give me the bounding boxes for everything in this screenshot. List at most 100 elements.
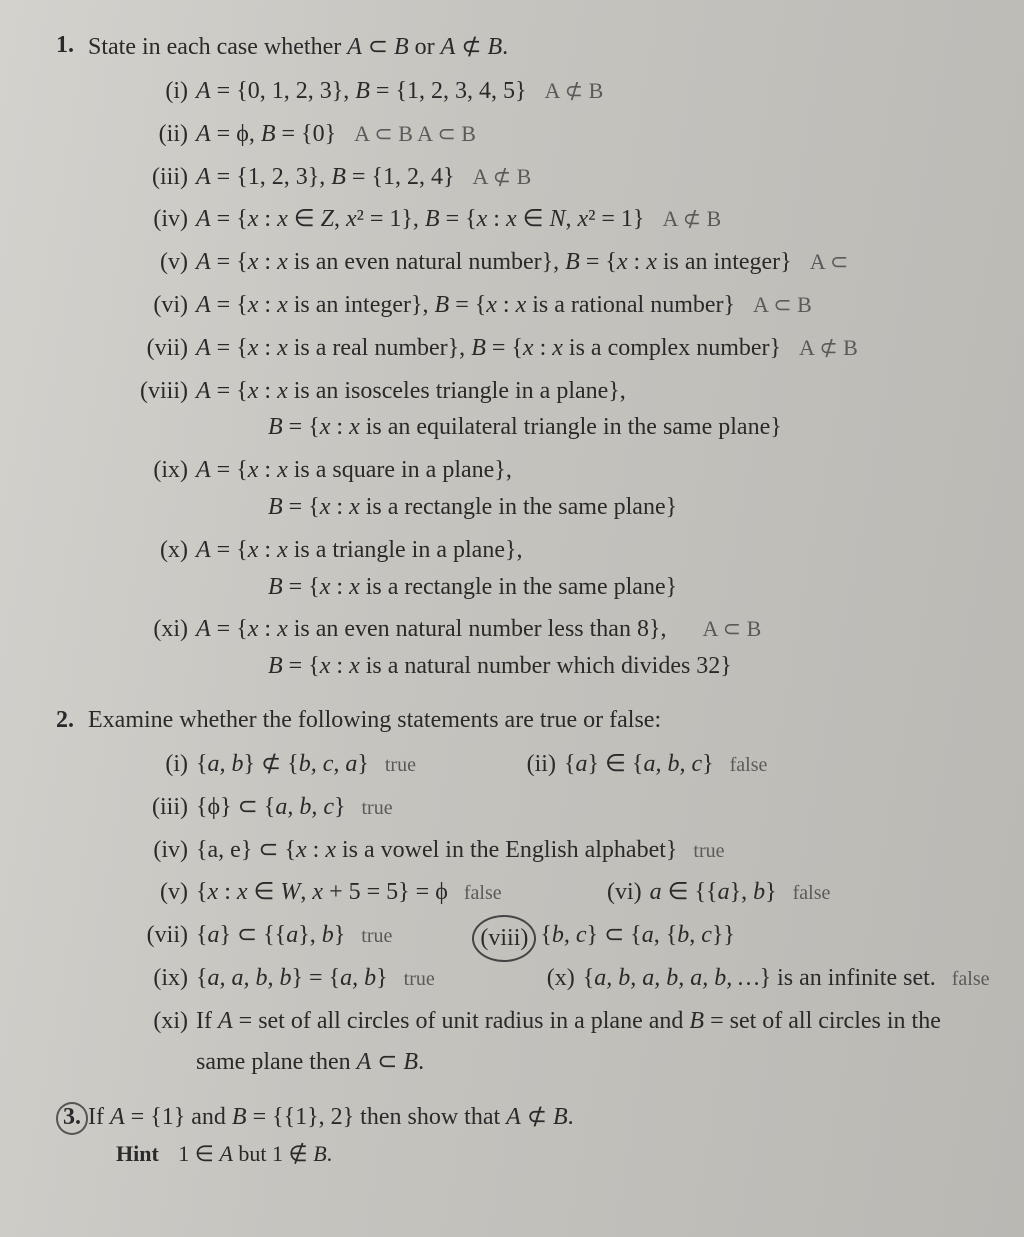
item-body: A = {x : x is a square in a plane},: [196, 457, 512, 483]
item-number: (vii): [128, 328, 188, 369]
q1-ii: (ii) A = ϕ, B = {0} A ⊂ B A ⊂ B: [128, 114, 984, 155]
item-body: {b, c} ⊂ {a, {b, c}}: [540, 922, 735, 948]
handwritten-note: A ⊂ B: [753, 292, 812, 317]
item-number: (ii): [128, 114, 188, 155]
q2-number: 2.: [56, 707, 84, 734]
handwritten-note: A ⊂ B: [702, 616, 761, 641]
item-number: (xi): [128, 609, 188, 650]
handwritten-note: A ⊂ B A ⊂ B: [354, 121, 476, 146]
q2-ii: (ii) {a} ∈ {a, b, c} false: [496, 744, 767, 785]
q3-text: If A = {1} and B = {{1}, 2} then show th…: [88, 1104, 574, 1130]
item-number: (v): [128, 242, 188, 283]
item-body: A = {x : x is a real number}, B = {x : x…: [196, 335, 781, 361]
handwritten-note: true: [693, 840, 724, 862]
item-body: {a, b} ⊄ {b, c, a}: [196, 751, 369, 777]
hint-label: Hint: [116, 1141, 159, 1166]
q3-hint: Hint 1 ∈ A but 1 ∉ B.: [116, 1141, 984, 1167]
q2-items: (i) {a, b} ⊄ {b, c, a} true (ii) {a} ∈ {…: [128, 744, 984, 1082]
item-number: (x): [515, 958, 575, 999]
q2-vi: (vi) a ∈ {{a}, b} false: [582, 872, 831, 913]
item-number: (i): [128, 71, 188, 112]
q2-ix: (ix) {a, a, b, b} = {a, b} true: [128, 958, 435, 999]
item-number: (x): [128, 530, 188, 571]
item-number: (viii): [472, 915, 532, 962]
q2-iv: (iv) {a, e} ⊂ {x : x is a vowel in the E…: [128, 830, 984, 871]
handwritten-note: false: [952, 968, 990, 990]
q1-v: (v) A = {x : x is an even natural number…: [128, 242, 984, 283]
hint-text: 1 ∈ A but 1 ∉ B.: [178, 1141, 332, 1166]
item-number: (iv): [128, 830, 188, 871]
q1-iii: (iii) A = {1, 2, 3}, B = {1, 2, 4} A ⊄ B: [128, 157, 984, 198]
item-body: A = {x : x ∈ Z, x² = 1}, B = {x : x ∈ N,…: [196, 206, 644, 232]
item-body: If A = set of all circles of unit radius…: [196, 1008, 941, 1075]
q2-viii: (viii) {b, c} ⊂ {a, {b, c}}: [472, 915, 735, 956]
item-number: (iii): [128, 787, 188, 828]
item-number: (vi): [582, 872, 642, 913]
handwritten-note: true: [362, 797, 393, 819]
q2-text: Examine whether the following statements…: [88, 707, 661, 733]
item-number: (iii): [128, 157, 188, 198]
q1-items: (i) A = {0, 1, 2, 3}, B = {1, 2, 3, 4, 5…: [128, 71, 984, 687]
q1-viii: (viii) A = {x : x is an isosceles triang…: [128, 371, 984, 412]
item-number: (ix): [128, 958, 188, 999]
handwritten-note: false: [464, 882, 502, 904]
item-number: (vi): [128, 285, 188, 326]
q1-vi: (vi) A = {x : x is an integer}, B = {x :…: [128, 285, 984, 326]
item-body: A = {x : x is a triangle in a plane},: [196, 537, 523, 563]
item-body: {ϕ} ⊂ {a, b, c}: [196, 794, 346, 820]
q1-x: (x) A = {x : x is a triangle in a plane}…: [128, 530, 984, 571]
item-number: (i): [128, 744, 188, 785]
item-number: (iv): [128, 199, 188, 240]
q1-xi-cont: B = {x : x is a natural number which div…: [200, 646, 984, 687]
item-body: A = {1, 2, 3}, B = {1, 2, 4}: [196, 164, 455, 190]
q2-i: (i) {a, b} ⊄ {b, c, a} true: [128, 744, 416, 785]
q1-ix: (ix) A = {x : x is a square in a plane},: [128, 450, 984, 491]
item-number: (ii): [496, 744, 556, 785]
handwritten-note: true: [404, 968, 435, 990]
item-body: a ∈ {{a}, b}: [650, 879, 777, 905]
q1-x-cont: B = {x : x is a rectangle in the same pl…: [200, 567, 984, 608]
item-body: A = {x : x is an isosceles triangle in a…: [196, 378, 626, 404]
page: 1. State in each case whether A ⊂ B or A…: [0, 0, 1024, 1237]
handwritten-note: true: [385, 754, 416, 776]
q1-vii: (vii) A = {x : x is a real number}, B = …: [128, 328, 984, 369]
question-3: 3. If A = {1} and B = {{1}, 2} then show…: [56, 1102, 984, 1166]
handwritten-note: A ⊄ B: [662, 206, 721, 231]
q1-viii-cont: B = {x : x is an equilateral triangle in…: [200, 407, 984, 448]
item-body: {a, b, a, b, a, b, …} is an infinite set…: [583, 965, 936, 991]
handwritten-note: false: [793, 882, 831, 904]
handwritten-note: A ⊄ B: [473, 164, 532, 189]
item-body: {a, a, b, b} = {a, b}: [196, 965, 388, 991]
q1-xi: (xi) A = {x : x is an even natural numbe…: [128, 609, 984, 650]
handwritten-note: A ⊄ B: [799, 335, 858, 360]
item-number: (ix): [128, 450, 188, 491]
q1-i: (i) A = {0, 1, 2, 3}, B = {1, 2, 3, 4, 5…: [128, 71, 984, 112]
q2-iii: (iii) {ϕ} ⊂ {a, b, c} true: [128, 787, 984, 828]
item-body: A = ϕ, B = {0}: [196, 121, 336, 147]
item-body: {a, e} ⊂ {x : x is a vowel in the Englis…: [196, 837, 677, 863]
item-body: A = {x : x is an even natural number les…: [196, 616, 666, 642]
item-body: {a} ∈ {a, b, c}: [564, 751, 714, 777]
item-number: (viii): [128, 371, 188, 412]
item-number: (xi): [128, 1001, 188, 1042]
handwritten-note: true: [361, 925, 392, 947]
q1-iv: (iv) A = {x : x ∈ Z, x² = 1}, B = {x : x…: [128, 199, 984, 240]
item-body: A = {x : x is an even natural number}, B…: [196, 249, 792, 275]
question-1: 1. State in each case whether A ⊂ B or A…: [56, 32, 984, 687]
item-body: {x : x ∈ W, x + 5 = 5} = ϕ: [196, 879, 448, 905]
item-number: (vii): [128, 915, 188, 956]
handwritten-note: A ⊂: [810, 249, 849, 274]
q2-xi: (xi) If A = set of all circles of unit r…: [128, 1001, 984, 1083]
item-body: A = {0, 1, 2, 3}, B = {1, 2, 3, 4, 5}: [196, 78, 527, 104]
q2-x: (x) {a, b, a, b, a, b, …} is an infinite…: [515, 958, 990, 999]
item-number: (v): [128, 872, 188, 913]
item-body: A = {x : x is an integer}, B = {x : x is…: [196, 292, 735, 318]
question-2: 2. Examine whether the following stateme…: [56, 707, 984, 1082]
q1-text: State in each case whether A ⊂ B or A ⊄ …: [88, 34, 508, 60]
item-body: {a} ⊂ {{a}, b}: [196, 922, 345, 948]
handwritten-note: A ⊄ B: [545, 78, 604, 103]
handwritten-note: false: [730, 754, 768, 776]
q1-ix-cont: B = {x : x is a rectangle in the same pl…: [200, 487, 984, 528]
q2-vii: (vii) {a} ⊂ {{a}, b} true: [128, 915, 392, 956]
q3-number: 3.: [56, 1102, 84, 1134]
